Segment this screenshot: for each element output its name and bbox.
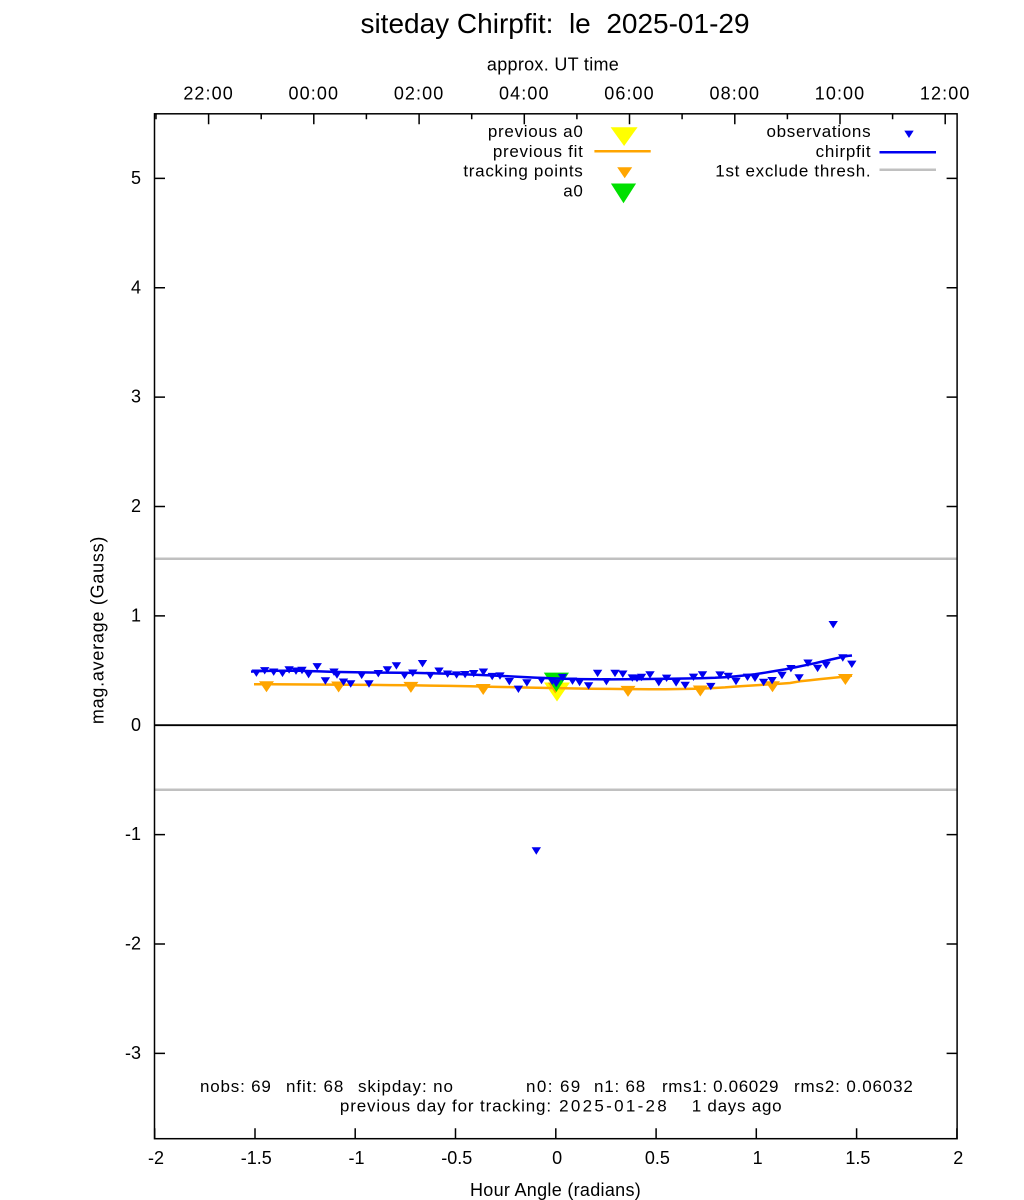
svg-text:0.5: 0.5 — [645, 1148, 670, 1168]
svg-text:-2: -2 — [125, 934, 141, 954]
svg-text:previous fit: previous fit — [493, 142, 584, 161]
svg-text:02:00: 02:00 — [394, 83, 445, 103]
svg-text:1 days ago: 1 days ago — [692, 1096, 783, 1115]
svg-text:3: 3 — [131, 387, 141, 407]
svg-text:1: 1 — [753, 1148, 763, 1168]
svg-text:5: 5 — [131, 168, 141, 188]
svg-text:a0: a0 — [563, 182, 583, 201]
svg-text:n0: 69: n0: 69 — [526, 1077, 582, 1096]
svg-text:4: 4 — [131, 277, 141, 297]
svg-text:-0.5: -0.5 — [441, 1148, 472, 1168]
svg-text:-1: -1 — [125, 824, 141, 844]
svg-text:2: 2 — [131, 496, 141, 516]
svg-text:approx. UT time: approx. UT time — [487, 55, 619, 75]
svg-text:0: 0 — [131, 715, 141, 735]
svg-text:rms2: 0.06032: rms2: 0.06032 — [794, 1077, 914, 1096]
svg-text:Hour Angle (radians): Hour Angle (radians) — [470, 1180, 641, 1200]
svg-text:22:00: 22:00 — [183, 83, 234, 103]
svg-text:-3: -3 — [125, 1043, 141, 1063]
svg-text:rms1: 0.06029: rms1: 0.06029 — [662, 1077, 779, 1096]
svg-text:00:00: 00:00 — [289, 83, 340, 103]
svg-text:skipday: no: skipday: no — [358, 1077, 454, 1096]
svg-text:nobs: 69: nobs: 69 — [200, 1077, 272, 1096]
svg-text:06:00: 06:00 — [604, 83, 655, 103]
svg-text:1: 1 — [131, 605, 141, 625]
svg-text:-1.5: -1.5 — [241, 1148, 272, 1168]
svg-text:observations: observations — [767, 122, 872, 141]
svg-text:previous a0: previous a0 — [488, 122, 584, 141]
svg-text:chirpfit: chirpfit — [816, 142, 872, 161]
svg-text:siteday Chirpfit: le 2025-01: siteday Chirpfit: le 2025-01-29 — [360, 8, 749, 39]
svg-text:tracking points: tracking points — [463, 162, 583, 181]
svg-text:-1: -1 — [348, 1148, 364, 1168]
svg-text:previous day for tracking:: previous day for tracking: — [340, 1096, 552, 1115]
svg-text:10:00: 10:00 — [815, 83, 866, 103]
svg-text:mag.average (Gauss): mag.average (Gauss) — [88, 536, 108, 724]
svg-text:08:00: 08:00 — [710, 83, 761, 103]
svg-text:04:00: 04:00 — [499, 83, 550, 103]
svg-text:-2: -2 — [148, 1148, 164, 1168]
svg-text:n1: 68: n1: 68 — [594, 1077, 646, 1096]
svg-text:2: 2 — [953, 1148, 963, 1168]
svg-text:0: 0 — [552, 1148, 562, 1168]
svg-text:nfit: 68: nfit: 68 — [286, 1077, 344, 1096]
svg-text:1.5: 1.5 — [845, 1148, 870, 1168]
svg-text:2025-01-28: 2025-01-28 — [559, 1096, 669, 1115]
svg-text:1st exclude thresh.: 1st exclude thresh. — [715, 162, 871, 181]
svg-text:12:00: 12:00 — [920, 83, 971, 103]
